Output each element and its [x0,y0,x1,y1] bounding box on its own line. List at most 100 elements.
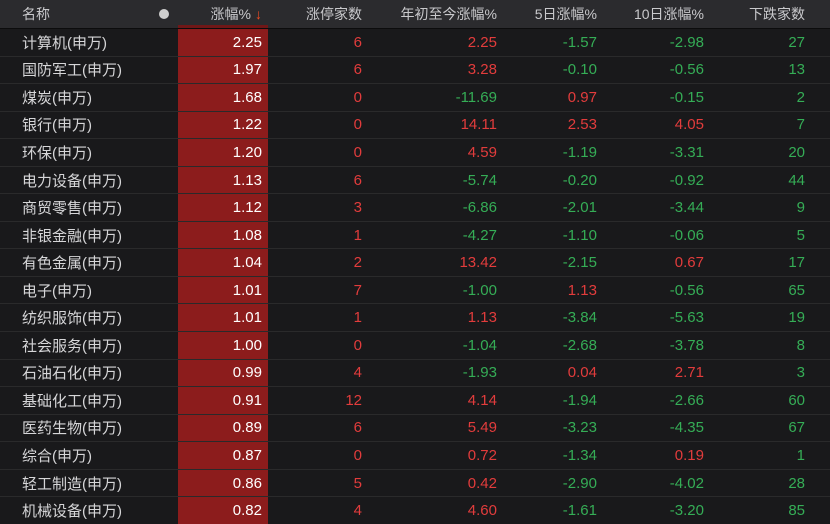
marker-cell [150,167,178,194]
ten-day-change-value: 0.67 [674,254,704,272]
decliner-count-value: 9 [796,199,805,217]
table-row[interactable]: 银行(申万) 1.22 0 14.11 2.53 4.05 7 [0,110,830,139]
table-row[interactable]: 医药生物(申万) 0.89 6 5.49 -3.23 -4.35 67 [0,413,830,442]
decliner-count-value: 44 [788,171,805,189]
ytd-change-value: 1.13 [467,309,497,327]
ytd-change-value: -5.74 [462,171,497,189]
column-header-change-percent[interactable]: 涨幅% ↓ [178,0,268,28]
sector-name: 综合(申万) [22,447,92,465]
table-row[interactable]: 综合(申万) 0.87 0 0.72 -1.34 0.19 1 [0,441,830,469]
table-row[interactable]: 社会服务(申万) 1.00 0 -1.04 -2.68 -3.78 8 [0,331,830,359]
limit-up-count-value: 1 [353,226,362,244]
five-day-change-value: 0.97 [567,88,597,106]
table-row[interactable]: 计算机(申万) 2.25 6 2.25 -1.57 -2.98 27 [0,28,830,56]
ten-day-change-value: -3.20 [669,502,704,520]
five-day-change-value: -0.10 [562,61,597,79]
marker-cell [150,360,178,387]
ten-day-change-value: 0.19 [674,446,704,464]
five-day-change-value: -1.57 [562,33,597,51]
ytd-change-value: -1.93 [462,364,497,382]
change-percent-value: 1.01 [178,304,268,332]
column-header-5day-change[interactable]: 5日涨幅% [534,6,597,22]
sector-name: 非银金融(申万) [22,227,122,245]
table-row[interactable]: 电子(申万) 1.01 7 -1.00 1.13 -0.56 65 [0,275,830,304]
table-body: 计算机(申万) 2.25 6 2.25 -1.57 -2.98 27 国防军工(… [0,28,830,524]
marker-cell [150,249,178,276]
sort-descending-icon: ↓ [255,6,262,22]
table-row[interactable]: 国防军工(申万) 1.97 6 3.28 -0.10 -0.56 13 [0,55,830,84]
ytd-change-value: 4.59 [467,143,497,161]
sector-name: 石油石化(申万) [22,365,122,383]
decliner-count-value: 2 [796,88,805,106]
table-row[interactable]: 电力设备(申万) 1.13 6 -5.74 -0.20 -0.92 44 [0,165,830,194]
table-row[interactable]: 轻工制造(申万) 0.86 5 0.42 -2.90 -4.02 28 [0,468,830,497]
limit-up-count-value: 0 [353,116,362,134]
limit-up-count-value: 12 [345,391,362,409]
ytd-change-value: -11.69 [455,88,497,106]
decliner-count-value: 60 [788,391,805,409]
ten-day-change-value: 4.05 [674,116,704,134]
column-header-ytd-change[interactable]: 年初至今涨幅% [400,6,497,22]
sector-name: 纺织服饰(申万) [22,310,122,328]
change-percent-value: 1.00 [178,332,268,359]
table-row[interactable]: 非银金融(申万) 1.08 1 -4.27 -1.10 -0.06 5 [0,220,830,249]
table-row[interactable]: 煤炭(申万) 1.68 0 -11.69 0.97 -0.15 2 [0,83,830,111]
decliner-count-value: 17 [788,254,805,272]
column-header-limit-up-count[interactable]: 涨停家数 [306,6,362,22]
table-header: 名称 涨幅% ↓ 涨停家数 年初至今涨幅% 5日涨幅% 10日涨幅% 下跌家数 [0,0,830,28]
five-day-change-value: -3.23 [562,419,597,437]
five-day-change-value: -1.10 [562,226,597,244]
table-row[interactable]: 石油石化(申万) 0.99 4 -1.93 0.04 2.71 3 [0,358,830,387]
sector-name: 煤炭(申万) [22,89,92,107]
decliner-count-value: 27 [788,33,805,51]
sector-name: 基础化工(申万) [22,392,122,410]
ten-day-change-value: -0.56 [669,61,704,79]
decliner-count-value: 20 [788,143,805,161]
column-header-name[interactable]: 名称 [22,6,50,22]
ten-day-change-value: -5.63 [669,309,704,327]
change-percent-value: 1.12 [178,194,268,221]
limit-up-count-value: 5 [353,474,362,492]
decliner-count-value: 13 [788,61,805,79]
five-day-change-value: 0.04 [567,364,597,382]
ten-day-change-value: -4.02 [669,474,704,492]
table-row[interactable]: 纺织服饰(申万) 1.01 1 1.13 -3.84 -5.63 19 [0,303,830,332]
table-row[interactable]: 商贸零售(申万) 1.12 3 -6.86 -2.01 -3.44 9 [0,193,830,221]
marker-cell [150,222,178,249]
decliner-count-value: 1 [796,446,805,464]
ten-day-change-value: -2.98 [669,33,704,51]
five-day-change-value: -1.19 [562,143,597,161]
marker-dot-icon [159,9,169,19]
decliner-count-value: 85 [788,502,805,520]
marker-cell [150,332,178,359]
marker-cell [150,112,178,139]
ytd-change-value: -4.27 [462,226,497,244]
column-header-decliner-count[interactable]: 下跌家数 [749,6,805,22]
limit-up-count-value: 3 [353,199,362,217]
limit-up-count-value: 0 [353,88,362,106]
ten-day-change-value: -0.06 [669,226,704,244]
column-header-marker[interactable] [150,0,178,28]
ytd-change-value: 0.72 [467,446,497,464]
marker-cell [150,497,178,524]
ten-day-change-value: -0.56 [669,281,704,299]
marker-cell [150,29,178,56]
five-day-change-value: -3.84 [562,309,597,327]
change-percent-value: 1.01 [178,276,268,304]
limit-up-count-value: 4 [353,502,362,520]
limit-up-count-value: 0 [353,446,362,464]
sector-name: 商贸零售(申万) [22,200,122,218]
table-row[interactable]: 机械设备(申万) 0.82 4 4.60 -1.61 -3.20 85 [0,496,830,524]
column-header-10day-change[interactable]: 10日涨幅% [633,6,704,22]
ytd-change-value: -1.04 [462,336,497,354]
table-row[interactable]: 有色金属(申万) 1.04 2 13.42 -2.15 0.67 17 [0,248,830,276]
change-percent-value: 0.99 [178,359,268,387]
marker-cell [150,84,178,111]
ytd-change-value: 0.42 [467,474,497,492]
limit-up-count-value: 2 [353,254,362,272]
change-percent-value: 1.08 [178,221,268,249]
table-row[interactable]: 基础化工(申万) 0.91 12 4.14 -1.94 -2.66 60 [0,386,830,414]
decliner-count-value: 65 [788,281,805,299]
table-row[interactable]: 环保(申万) 1.20 0 4.59 -1.19 -3.31 20 [0,138,830,166]
change-percent-value: 0.89 [178,414,268,442]
